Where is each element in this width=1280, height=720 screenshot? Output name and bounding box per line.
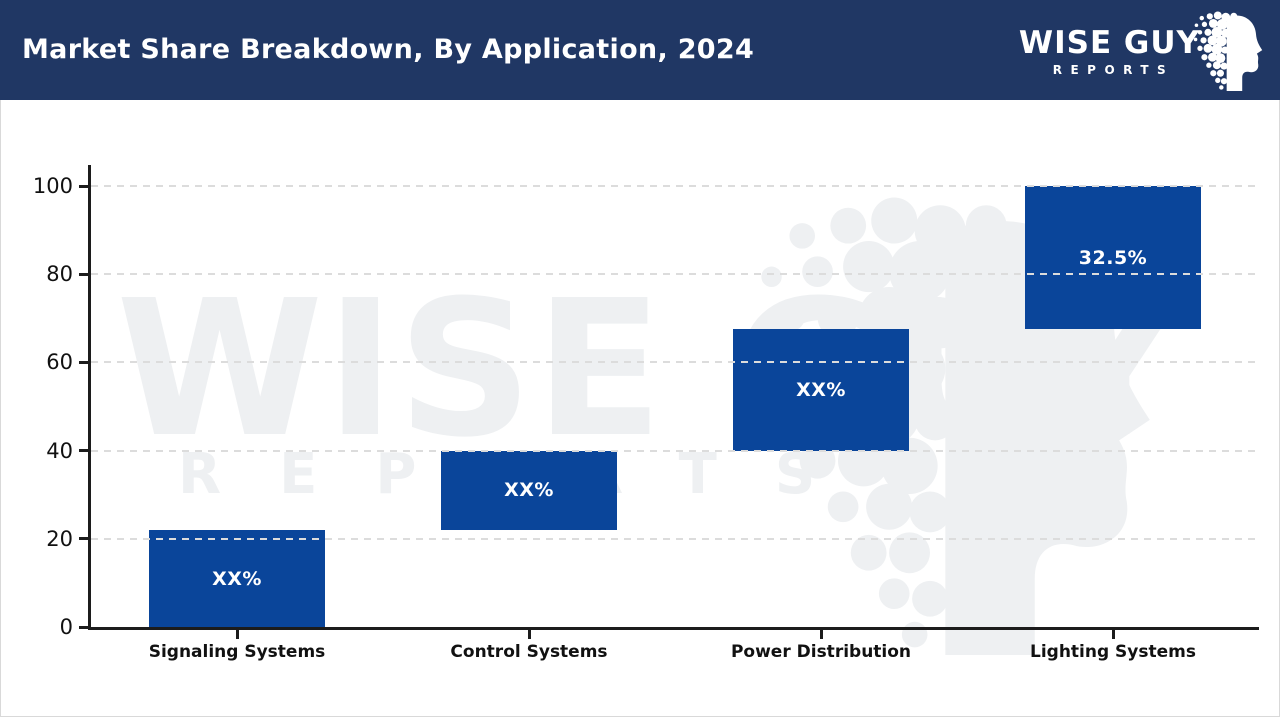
y-axis-tick <box>79 184 88 188</box>
x-category-label: Signaling Systems <box>148 642 326 662</box>
y-axis-tick-label: 100 <box>32 174 73 199</box>
bar-value-label: XX% <box>796 378 846 401</box>
x-axis-tick <box>1111 630 1115 639</box>
gridline <box>91 273 1259 276</box>
y-axis-tick-label: 60 <box>46 350 73 375</box>
x-category-label: Lighting Systems <box>1029 642 1196 662</box>
y-axis-tick-label: 20 <box>46 526 73 551</box>
y-axis-tick <box>79 449 88 453</box>
bar-value-label: XX% <box>504 479 554 502</box>
y-axis-tick-label: 40 <box>46 438 73 463</box>
bar-segment: XX% <box>733 329 909 451</box>
x-axis-tick <box>527 630 531 639</box>
y-axis-tick-label: 0 <box>59 615 73 639</box>
y-axis-tick-label: 80 <box>46 262 73 287</box>
brand-text: WISE GUY REPORTS <box>1019 26 1200 77</box>
x-axis-tick <box>819 630 823 639</box>
bar-value-label: XX% <box>212 567 262 590</box>
gridline <box>91 449 1259 452</box>
gridline <box>91 537 1259 540</box>
bar-segment: XX% <box>441 450 617 530</box>
y-axis-tick <box>79 537 88 541</box>
bar-segment: 32.5% <box>1025 186 1201 330</box>
plot-area: 0 20 40 60 80 100 XX% Signaling Systems XX% Contr… <box>33 165 1259 662</box>
brand-logo: WISE GUY REPORTS <box>1019 9 1264 93</box>
y-axis-tick <box>79 360 88 364</box>
x-axis-tick <box>235 630 239 639</box>
y-axis-tick <box>79 625 88 629</box>
page-title: Market Share Breakdown, By Application, … <box>22 34 755 65</box>
brand-subtitle: REPORTS <box>1052 62 1175 77</box>
bar-value-label: 32.5% <box>1078 246 1148 269</box>
header-bar: Market Share Breakdown, By Application, … <box>0 0 1280 100</box>
dotted-face-icon <box>1193 11 1263 91</box>
bar-segment: XX% <box>149 530 325 627</box>
brand-name: WISE GUY <box>1018 24 1200 61</box>
y-axis-tick <box>79 272 88 276</box>
gridline <box>91 361 1259 364</box>
x-category-label: Power Distribution <box>730 642 912 662</box>
gridline <box>91 185 1259 188</box>
x-category-label: Control Systems <box>450 642 608 662</box>
